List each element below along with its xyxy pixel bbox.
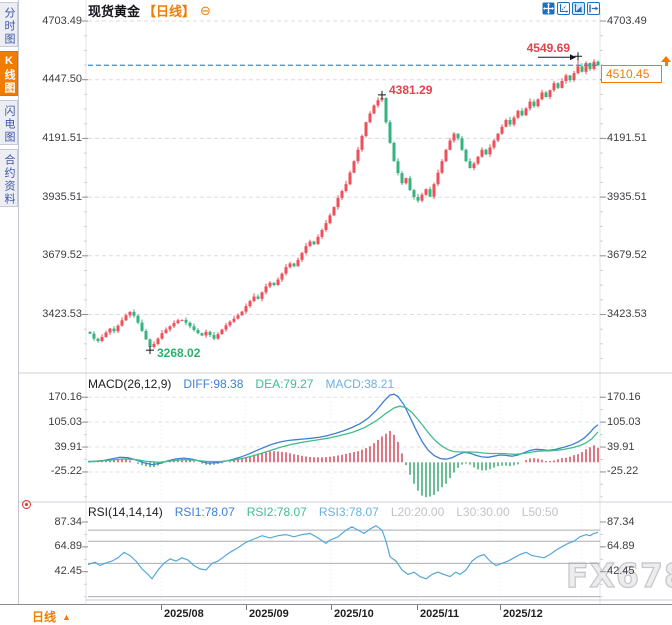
move-tool-icon[interactable] (542, 2, 555, 15)
sidebar-item-kline-chart[interactable]: K线图 (0, 51, 18, 96)
current-price-tag: 4510.45 (601, 65, 662, 83)
annotation-august-low: 3268.02 (157, 346, 201, 360)
x-axis-tick (417, 605, 418, 610)
chart-header: 现货黄金 【日线】 ⊖ (88, 1, 211, 20)
macd-label-row: MACD(26,12,9) DIFF:98.38 DEA:79.27 MACD:… (88, 377, 394, 391)
x-axis-tick (161, 605, 162, 610)
x-axis-tick (331, 605, 332, 610)
dropdown-up-arrow-icon: ▲ (62, 612, 71, 622)
rsi-l20-value: L20:20.00 (390, 505, 445, 519)
rsi-l30-value: L30:30.00 (456, 505, 510, 519)
rsi-label-row: RSI(14,14,14) RSI1:78.07 RSI2:78.07 RSI3… (88, 505, 558, 519)
sidebar-item-contract-info[interactable]: 合约资料 (0, 149, 18, 207)
y-axis-scale-tool-icon[interactable] (572, 2, 585, 15)
fx678-watermark: FX678 (565, 555, 672, 595)
macd-diff-value: DIFF:98.38 (183, 377, 244, 391)
x-axis-date-label: 2025/10 (334, 608, 374, 620)
x-axis-scale-tool-icon[interactable] (557, 2, 570, 15)
annotation-october-peak: 4381.29 (389, 83, 433, 97)
x-axis-tick (246, 605, 247, 610)
period-tag: 【日线】 (143, 4, 196, 19)
x-axis-date-label: 2025/12 (503, 608, 543, 620)
x-axis-date-label: 2025/09 (249, 608, 289, 620)
x-axis-tick (500, 605, 501, 610)
price-up-arrow-icon (661, 56, 671, 66)
collapse-icon[interactable]: ⊖ (200, 3, 211, 18)
x-axis-date-label: 2025/08 (164, 608, 204, 620)
rsi2-value: RSI2:78.07 (246, 505, 307, 519)
period-selector[interactable]: 日线 ▲ (32, 608, 71, 625)
macd-dea-value: DEA:79.27 (255, 377, 314, 391)
macd-title: MACD(26,12,9) (88, 377, 172, 391)
chart-toolbar (542, 2, 600, 15)
symbol-title: 现货黄金 (88, 4, 141, 19)
macd-macd-value: MACD:38.21 (325, 377, 395, 391)
rsi-l50-value: L50:50 (521, 505, 559, 519)
x-axis-bar: 日线 ▲ 2025/08 2025/09 2025/10 2025/11 2025/12 (0, 604, 672, 624)
rsi1-value: RSI1:78.07 (174, 505, 235, 519)
period-selector-label: 日线 (32, 610, 57, 624)
rsi-title: RSI(14,14,14) (88, 505, 163, 519)
sidebar-item-flash-chart[interactable]: 闪电图 (0, 100, 18, 145)
rsi3-value: RSI3:78.07 (318, 505, 379, 519)
sidebar: 分时图 K线图 闪电图 合约资料 (0, 0, 19, 604)
annotation-session-high: 4549.69 (526, 41, 570, 55)
exit-tool-icon[interactable] (587, 2, 600, 15)
indicator-settings-icon[interactable] (22, 500, 31, 509)
sidebar-item-time-chart[interactable]: 分时图 (0, 2, 18, 47)
x-axis-date-label: 2025/11 (420, 608, 460, 620)
